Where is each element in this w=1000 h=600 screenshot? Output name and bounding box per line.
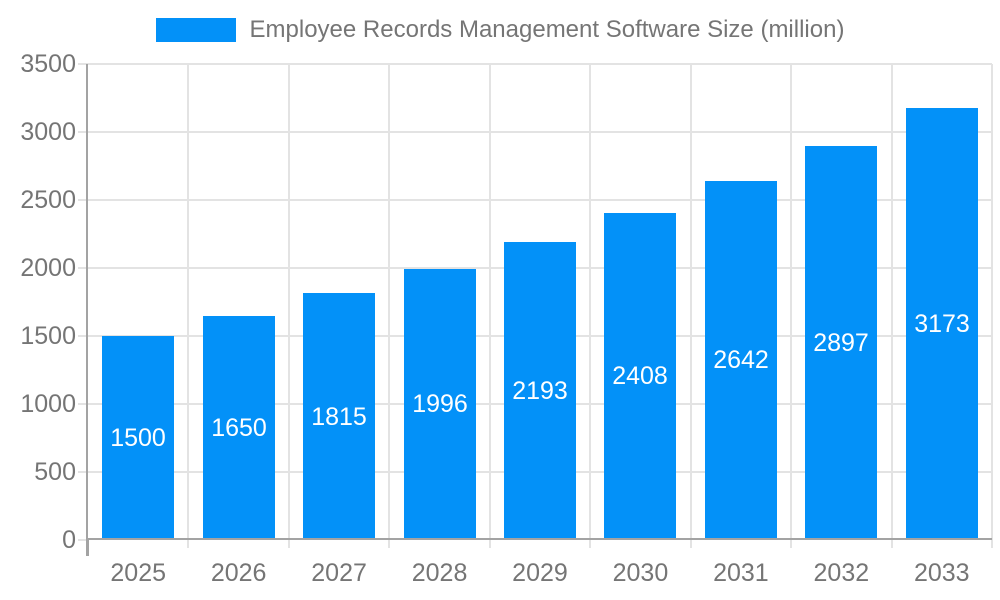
bar-value-label: 1996: [412, 390, 468, 419]
grid-line-horizontal: [88, 63, 992, 65]
grid-line-vertical: [287, 64, 290, 540]
y-tick-label: 500: [34, 458, 76, 486]
y-tick-label: 1000: [20, 390, 76, 418]
bar-value-label: 2897: [813, 328, 869, 357]
y-tick-label: 2500: [20, 186, 76, 214]
grid-line-horizontal: [88, 199, 992, 201]
bar: 2642: [705, 180, 777, 540]
x-axis-line: [86, 538, 992, 540]
bar: 1996: [404, 268, 476, 540]
bar: 2897: [805, 146, 877, 540]
bar-value-label: 1500: [110, 424, 166, 452]
x-tick-mark: [890, 540, 893, 548]
x-tick-mark: [388, 540, 391, 548]
x-tick-mark: [187, 540, 190, 548]
x-tick-mark: [488, 540, 491, 548]
x-tick-mark: [589, 540, 592, 548]
grid-line-vertical: [187, 64, 190, 540]
x-tick-mark: [790, 540, 793, 548]
bar-value-label: 2642: [713, 346, 769, 375]
y-tick-mark: [78, 267, 88, 269]
y-tick-label: 3500: [20, 50, 76, 78]
y-tick-mark: [78, 539, 88, 541]
x-tick-label: 2031: [713, 559, 769, 587]
grid-line-vertical: [790, 64, 793, 540]
grid-line-vertical: [388, 64, 391, 540]
x-tick-mark: [991, 540, 993, 548]
y-axis-line: [86, 64, 88, 556]
y-tick-mark: [78, 63, 88, 65]
bar: 1815: [303, 293, 375, 540]
x-tick-label: 2033: [913, 559, 970, 587]
grid-line-vertical: [991, 64, 993, 540]
bar: 3173: [906, 108, 978, 540]
grid-line-vertical: [589, 64, 592, 540]
y-tick-label: 2000: [20, 254, 76, 282]
x-tick-mark: [287, 540, 290, 548]
bar-value-label: 3173: [914, 310, 970, 339]
bar-value-label: 2193: [512, 376, 568, 405]
x-tick-mark: [87, 540, 89, 556]
y-tick-mark: [78, 471, 88, 473]
bar: 1500: [102, 336, 174, 540]
legend-label: Employee Records Management Software Siz…: [249, 16, 845, 43]
legend: Employee Records Management Software Siz…: [0, 16, 1000, 44]
grid-line-horizontal: [88, 131, 992, 133]
x-tick-label: 2027: [311, 559, 367, 587]
bar: 2193: [504, 241, 576, 540]
bar-value-label: 1815: [311, 402, 367, 431]
x-tick-label: 2032: [813, 559, 870, 587]
x-tick-label: 2029: [512, 559, 568, 587]
x-tick-mark: [689, 540, 692, 548]
y-tick-mark: [78, 199, 88, 201]
grid-line-vertical: [488, 64, 491, 540]
bar-value-label: 2408: [612, 362, 668, 391]
x-tick-label: 2030: [612, 559, 669, 587]
legend-swatch: [155, 18, 236, 42]
y-tick-mark: [78, 335, 88, 337]
x-tick-label: 2026: [210, 559, 267, 587]
y-tick-mark: [78, 403, 88, 405]
y-tick-label: 1500: [20, 322, 76, 350]
grid-line-vertical: [689, 64, 692, 540]
plot-area: 1500 1650 1815 1996 2193 2408 2642 2897 3173: [88, 63, 993, 540]
y-tick-label: 0: [62, 526, 76, 554]
x-tick-label: 2025: [110, 559, 167, 587]
x-tick-label: 2028: [411, 559, 468, 587]
bar: 1650: [203, 315, 275, 540]
y-tick-mark: [78, 131, 88, 133]
grid-line-vertical: [890, 64, 893, 540]
bar: 2408: [604, 212, 676, 540]
bar-value-label: 1650: [211, 413, 267, 442]
y-tick-label: 3000: [20, 118, 76, 146]
